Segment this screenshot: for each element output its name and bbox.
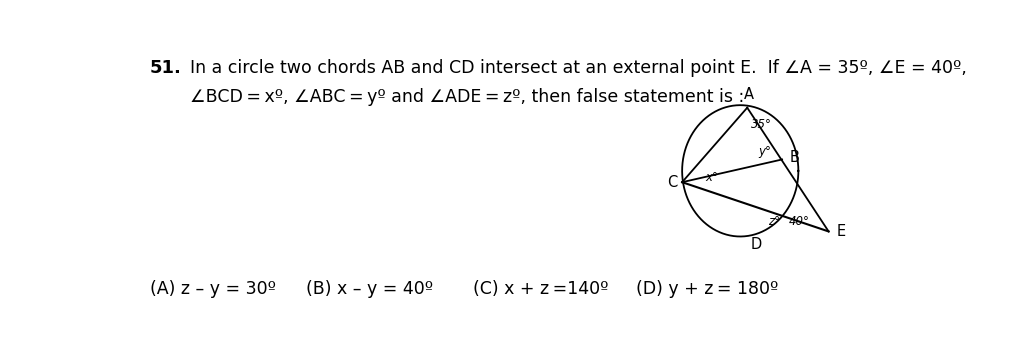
Text: B: B bbox=[790, 150, 800, 165]
Text: ∠BCD = xº, ∠ABC = yº and ∠ADE = zº, then false statement is :: ∠BCD = xº, ∠ABC = yº and ∠ADE = zº, then… bbox=[190, 88, 744, 106]
Text: 35°: 35° bbox=[751, 119, 772, 131]
Text: z°: z° bbox=[768, 215, 780, 228]
Text: 51.: 51. bbox=[150, 59, 181, 77]
Text: (A) z – y = 30º: (A) z – y = 30º bbox=[150, 280, 275, 298]
Text: D: D bbox=[751, 237, 762, 252]
Text: (D) y + z = 180º: (D) y + z = 180º bbox=[636, 280, 778, 298]
Text: 40°: 40° bbox=[790, 215, 810, 228]
Text: In a circle two chords AB and CD intersect at an external point E.  If ∠A = 35º,: In a circle two chords AB and CD interse… bbox=[190, 59, 967, 77]
Text: y°: y° bbox=[759, 145, 771, 158]
Text: x°: x° bbox=[706, 171, 718, 184]
Text: C: C bbox=[668, 175, 678, 190]
Text: (B) x – y = 40º: (B) x – y = 40º bbox=[306, 280, 433, 298]
Text: (C) x + z =140º: (C) x + z =140º bbox=[473, 280, 608, 298]
Text: A: A bbox=[743, 87, 754, 102]
Text: E: E bbox=[837, 224, 846, 239]
